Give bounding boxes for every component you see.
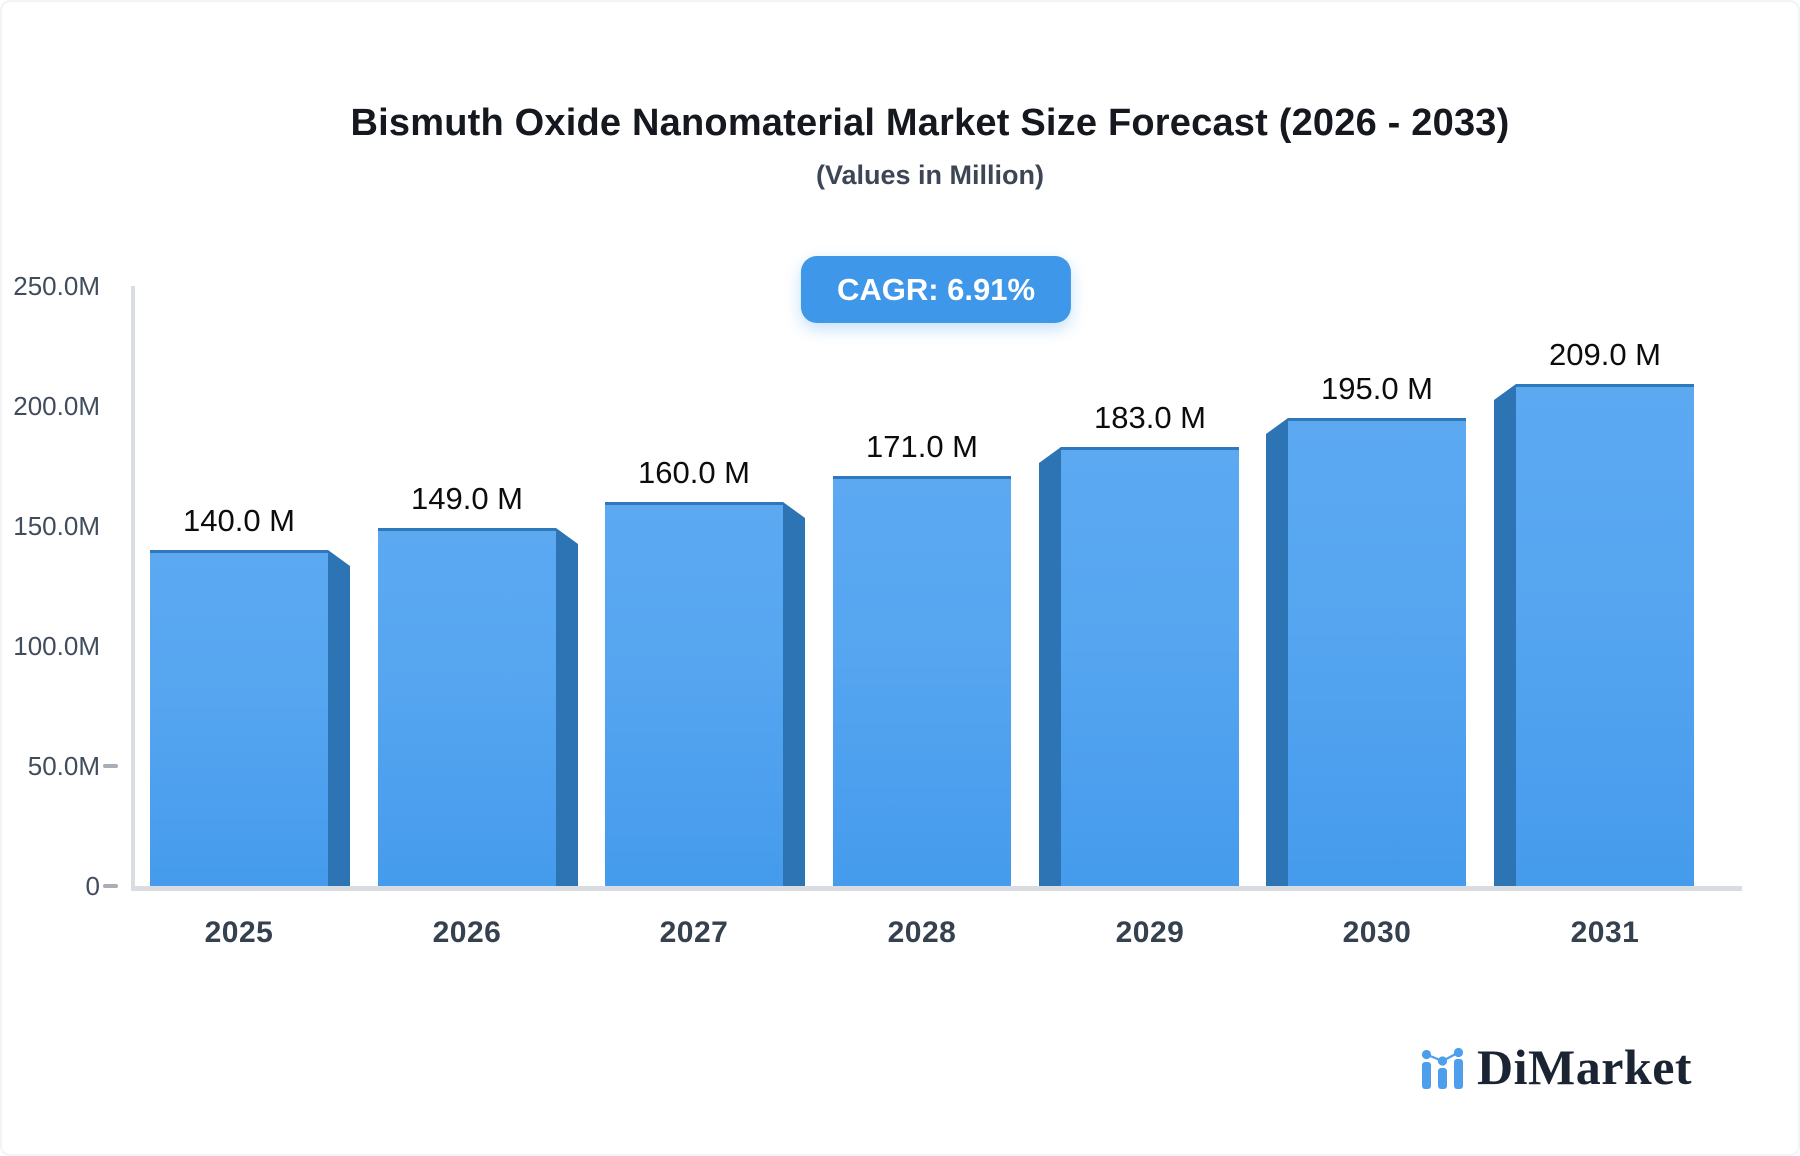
bar-2027 bbox=[605, 502, 783, 886]
bar-2030 bbox=[1288, 418, 1466, 886]
cagr-badge: CAGR: 6.91% bbox=[800, 256, 1072, 324]
x-axis-label: 2026 bbox=[432, 916, 502, 949]
x-axis-label: 2030 bbox=[1342, 916, 1412, 949]
bar-side-face bbox=[783, 502, 805, 886]
y-axis-tick-mark bbox=[103, 764, 118, 768]
bar-side-face bbox=[1494, 384, 1516, 886]
y-axis-tick-label: 150.0M bbox=[13, 511, 100, 541]
bar-chart-logo-icon bbox=[1421, 1047, 1464, 1089]
chart-subtitle: (Values in Million) bbox=[815, 160, 1045, 190]
x-axis-baseline bbox=[131, 886, 1742, 891]
bar-value-label: 160.0 M bbox=[637, 455, 750, 490]
y-axis-tick-label: 50.0M bbox=[27, 751, 100, 781]
y-axis-line bbox=[131, 286, 135, 887]
y-axis-tick-label: 100.0M bbox=[13, 631, 100, 661]
bar-side-face bbox=[328, 550, 350, 886]
bar-value-label: 195.0 M bbox=[1320, 371, 1433, 406]
page-title: Bismuth Oxide Nanomaterial Market Size F… bbox=[350, 102, 1510, 144]
bar-value-label: 183.0 M bbox=[1093, 400, 1206, 435]
y-axis-tick-mark bbox=[103, 884, 118, 888]
y-axis-tick-label: 250.0M bbox=[13, 271, 100, 301]
bar-value-label: 209.0 M bbox=[1548, 337, 1661, 372]
dimarket-logo: DiMarket bbox=[1420, 1042, 1692, 1092]
x-axis-label: 2028 bbox=[887, 916, 957, 949]
bar-side-face bbox=[1266, 418, 1288, 886]
y-axis-tick-label: 200.0M bbox=[13, 391, 100, 421]
bar-2028 bbox=[833, 476, 1011, 886]
x-axis-label: 2031 bbox=[1570, 916, 1640, 949]
x-axis-label: 2029 bbox=[1115, 916, 1185, 949]
bar-2029 bbox=[1061, 447, 1239, 886]
bar-side-face bbox=[1039, 447, 1061, 886]
bar-value-label: 149.0 M bbox=[410, 481, 523, 516]
bar-2026 bbox=[378, 528, 556, 886]
logo-text: DiMarket bbox=[1477, 1039, 1693, 1095]
y-axis-tick-label: 0 bbox=[85, 871, 100, 901]
bar-2025 bbox=[150, 550, 328, 886]
x-axis-label: 2025 bbox=[204, 916, 274, 949]
x-axis-label: 2027 bbox=[659, 916, 729, 949]
bar-value-label: 140.0 M bbox=[182, 503, 295, 538]
bar-2031 bbox=[1516, 384, 1694, 886]
bar-value-label: 171.0 M bbox=[865, 429, 978, 464]
bar-side-face bbox=[556, 528, 578, 886]
